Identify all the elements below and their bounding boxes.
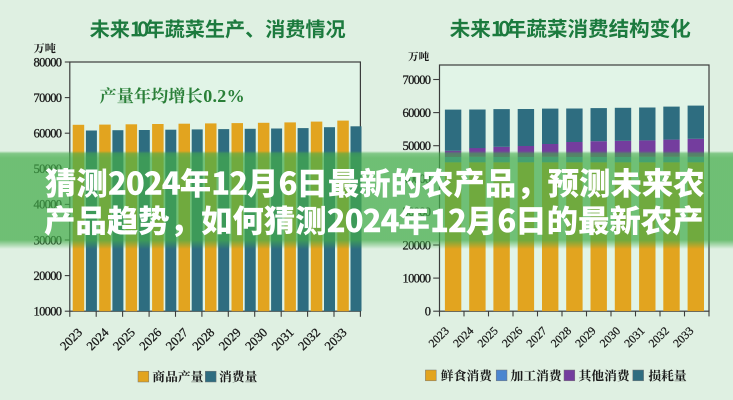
svg-text:70000: 70000 [403,73,432,87]
svg-text:70000: 70000 [34,91,63,105]
svg-text:0: 0 [425,305,431,319]
svg-text:0.2%: 0.2% [203,86,245,106]
svg-text:10000: 10000 [34,305,63,319]
svg-text:50000: 50000 [403,139,432,153]
svg-text:20000: 20000 [34,269,63,283]
svg-text:60000: 60000 [403,106,432,120]
svg-text:60000: 60000 [34,127,63,141]
svg-text:80000: 80000 [34,55,63,69]
svg-text:10000: 10000 [403,271,432,285]
